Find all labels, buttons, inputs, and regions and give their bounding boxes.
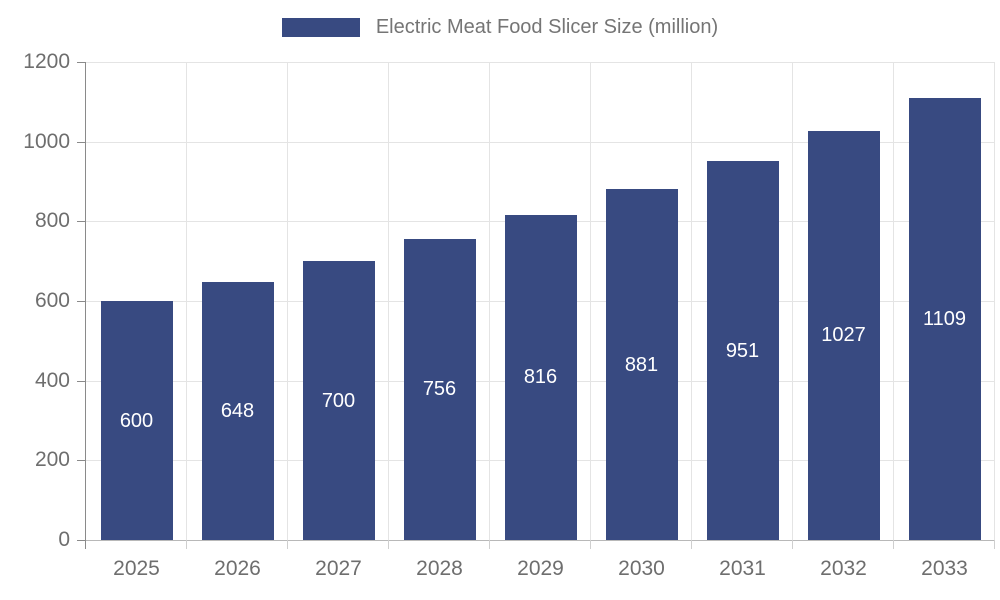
gridline-vertical xyxy=(590,62,591,540)
x-axis-tick xyxy=(893,540,894,549)
gridline-vertical xyxy=(388,62,389,540)
bar xyxy=(605,189,678,540)
y-axis-tick-label: 800 xyxy=(34,209,70,233)
bar-value-label: 881 xyxy=(624,353,659,376)
x-axis-tick xyxy=(489,540,490,549)
x-axis-category-label: 2029 xyxy=(517,557,564,580)
bar-value-label: 951 xyxy=(725,339,760,362)
x-axis-tick xyxy=(388,540,389,549)
x-axis-line xyxy=(85,540,995,541)
x-axis-category-label: 2032 xyxy=(820,557,867,580)
gridline-vertical xyxy=(287,62,288,540)
x-axis-tick xyxy=(590,540,591,549)
y-axis-tick-label: 400 xyxy=(34,368,70,392)
bar xyxy=(100,301,173,540)
x-axis-tick xyxy=(287,540,288,549)
gridline-vertical xyxy=(994,62,995,540)
bar-value-label: 1027 xyxy=(821,324,866,347)
bar-value-label: 756 xyxy=(422,378,457,401)
bar xyxy=(403,238,476,540)
gridline-vertical xyxy=(691,62,692,540)
x-axis-category-label: 2031 xyxy=(719,557,766,580)
y-axis-tick-label: 600 xyxy=(34,289,70,312)
y-axis-tick-label: 1200 xyxy=(23,50,70,73)
x-axis-tick xyxy=(691,540,692,549)
y-axis-tick xyxy=(77,301,85,302)
bar xyxy=(201,281,274,540)
legend-label: Electric Meat Food Slicer Size (million) xyxy=(375,16,719,38)
plot-area: 0 200 400 600 800 1000 1200 2025 2026 2027 2028 202… xyxy=(23,50,995,580)
y-axis-tick-label: 200 xyxy=(34,448,70,472)
x-axis-category-label: 2026 xyxy=(214,557,261,580)
y-axis-tick-label: 1000 xyxy=(23,129,70,153)
bar xyxy=(807,130,880,540)
y-axis-tick xyxy=(77,221,85,223)
gridline-vertical xyxy=(792,62,793,540)
y-axis-tick xyxy=(77,460,85,462)
legend[interactable]: Electric Meat Food Slicer Size (million) xyxy=(0,14,1000,40)
x-axis-tick xyxy=(792,540,793,549)
bar xyxy=(908,98,981,540)
bar xyxy=(504,214,577,540)
x-axis-tick xyxy=(186,540,187,549)
x-axis-tick xyxy=(85,540,86,549)
bar-value-label: 1109 xyxy=(922,308,966,331)
y-axis-tick xyxy=(77,62,85,63)
legend-swatch xyxy=(281,17,360,37)
x-axis-category-label: 2033 xyxy=(921,557,968,580)
bar-value-label: 700 xyxy=(321,389,356,412)
x-axis-category-label: 2028 xyxy=(416,557,463,580)
bar-value-label: 648 xyxy=(220,399,255,422)
bar xyxy=(706,161,779,540)
x-axis-category-label: 2030 xyxy=(618,557,665,580)
bar-value-label: 816 xyxy=(523,366,558,389)
y-axis-tick-label: 0 xyxy=(58,528,70,551)
bar-value-label: 600 xyxy=(119,409,154,432)
y-axis-line xyxy=(85,62,86,540)
gridline-horizontal xyxy=(86,141,995,143)
x-axis-category-label: 2027 xyxy=(315,557,362,580)
y-axis-tick xyxy=(77,540,85,541)
gridline-vertical xyxy=(186,62,187,540)
gridline-vertical xyxy=(489,62,490,540)
bar xyxy=(302,261,375,540)
x-axis-category-label: 2025 xyxy=(113,557,160,580)
gridline-vertical xyxy=(893,62,894,540)
gridline-horizontal xyxy=(86,62,995,63)
y-axis-tick xyxy=(77,141,85,143)
x-axis-tick xyxy=(994,540,995,549)
y-axis-tick xyxy=(77,380,85,382)
